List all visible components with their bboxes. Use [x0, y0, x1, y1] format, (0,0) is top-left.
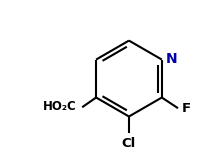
Text: F: F: [181, 102, 191, 115]
Text: N: N: [165, 52, 177, 66]
Text: Cl: Cl: [122, 137, 136, 150]
Text: HO₂C: HO₂C: [43, 100, 77, 113]
